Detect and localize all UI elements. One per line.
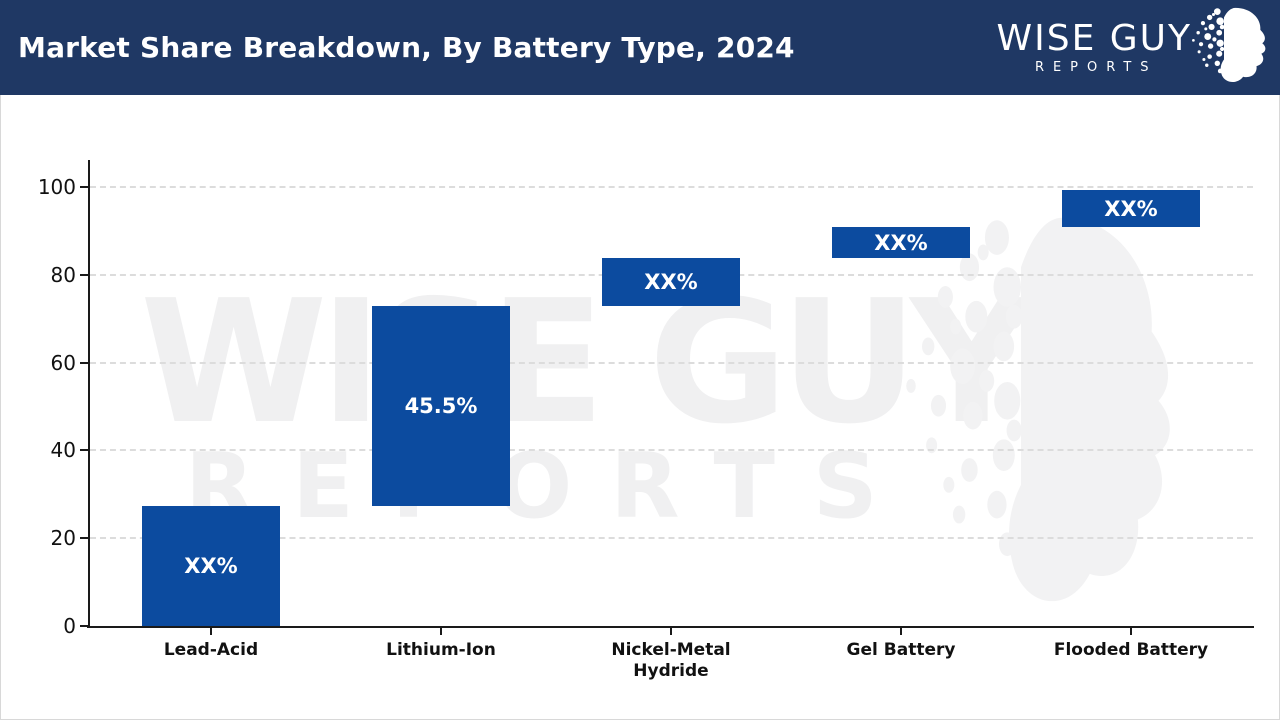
gridline-20 xyxy=(90,537,1253,540)
y-tick-label-100: 100 xyxy=(37,175,76,199)
bar-lead-acid: XX% xyxy=(142,506,280,626)
y-tick-mark-60 xyxy=(80,361,89,364)
y-tick-label-80: 80 xyxy=(50,262,76,287)
logo-wordmark-line1: WISE GUY xyxy=(996,17,1192,59)
bar-value-label: XX% xyxy=(644,270,698,295)
x-axis-line xyxy=(87,626,1254,628)
watermark-line2: REPORTS xyxy=(185,434,916,539)
y-tick-label-60: 60 xyxy=(50,350,76,375)
bar-lithium-ion: 45.5% xyxy=(372,306,510,507)
watermark-head-graphic xyxy=(906,217,1170,602)
y-tick-label-0: 0 xyxy=(63,614,76,638)
gridline-40 xyxy=(90,449,1253,452)
x-tick-label-4: Flooded Battery xyxy=(1053,640,1209,660)
wise-guy-logo: WISE GUY REPORTS xyxy=(997,4,1271,92)
y-tick-mark-40 xyxy=(80,449,89,452)
logo-wordmark-line2: REPORTS xyxy=(1034,59,1158,75)
bar-flooded-battery: XX% xyxy=(1062,190,1200,228)
y-tick-mark-20 xyxy=(80,537,89,540)
logo-head-icon xyxy=(1192,7,1266,82)
bar-value-label: 45.5% xyxy=(404,394,478,419)
chart-title: Market Share Breakdown, By Battery Type,… xyxy=(18,31,795,64)
y-tick-mark-100 xyxy=(80,186,89,188)
bar-gel-battery: XX% xyxy=(832,227,970,259)
x-tick-mark-0 xyxy=(210,628,212,635)
bar-value-label: XX% xyxy=(874,230,928,255)
y-tick-mark-0 xyxy=(80,625,89,627)
y-tick-mark-80 xyxy=(80,273,89,276)
x-tick-label-0: Lead-Acid xyxy=(163,640,259,660)
gridline-60 xyxy=(90,361,1253,364)
bar-value-label: XX% xyxy=(1104,196,1158,221)
x-tick-label-1: Lithium-Ion xyxy=(386,640,496,660)
header-bar: Market Share Breakdown, By Battery Type,… xyxy=(0,0,1280,95)
x-tick-mark-4 xyxy=(1130,628,1132,635)
y-tick-label-20: 20 xyxy=(50,526,76,551)
bar-nickel-metal-hydride: XX% xyxy=(602,258,740,307)
logo-wordmark: WISE GUY REPORTS xyxy=(996,17,1193,75)
y-tick-label-40: 40 xyxy=(50,438,76,463)
y-axis-line xyxy=(88,160,90,628)
x-tick-label-3: Gel Battery xyxy=(846,640,956,660)
x-tick-mark-3 xyxy=(900,628,902,635)
x-tick-mark-1 xyxy=(440,628,442,635)
bar-value-label: XX% xyxy=(184,554,238,579)
gridline-100 xyxy=(90,186,1253,188)
x-tick-mark-2 xyxy=(670,628,672,635)
x-tick-label-2: Nickel-Metal Hydride xyxy=(611,640,731,681)
